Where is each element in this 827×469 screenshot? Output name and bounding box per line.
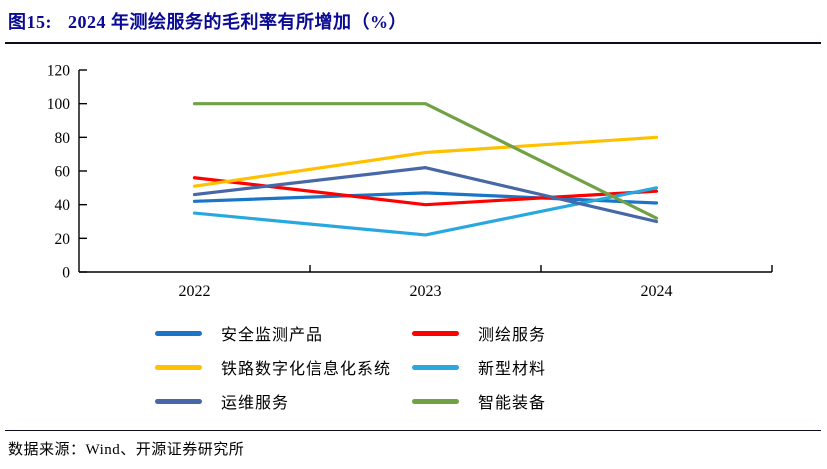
- y-tick-label: 120: [47, 63, 71, 80]
- y-tick-label: 0: [62, 265, 70, 282]
- legend-swatch: [412, 364, 459, 370]
- legend-label: 测绘服务: [478, 327, 547, 344]
- legend-item: 新型材料: [412, 350, 712, 384]
- figure-title: 图15: 2024 年测绘服务的毛利率有所增加（%）: [8, 8, 818, 34]
- series-line-2: [192, 135, 659, 188]
- source-text: Wind、开源证券研究所: [85, 442, 245, 458]
- y-tick-label: 20: [55, 231, 71, 248]
- source-divider: [5, 430, 821, 431]
- x-tick-label: 2022: [179, 283, 211, 300]
- legend-item: 铁路数字化信息化系统: [155, 350, 412, 384]
- legend-swatch: [412, 398, 459, 404]
- data-source: 数据来源：Wind、开源证券研究所: [8, 438, 244, 459]
- legend-swatch: [155, 364, 202, 370]
- legend-label: 智能装备: [478, 395, 547, 412]
- source-label: 数据来源：: [8, 442, 86, 458]
- title-divider: [5, 42, 821, 44]
- y-tick-label: 60: [55, 164, 71, 181]
- legend-swatch: [412, 330, 459, 336]
- legend-label: 新型材料: [478, 361, 547, 378]
- legend-item: 安全监测产品: [155, 316, 412, 350]
- legend-item: 运维服务: [155, 384, 412, 418]
- x-tick-label: 2023: [410, 283, 442, 300]
- series-line-5: [192, 102, 659, 220]
- legend-swatch: [155, 330, 202, 336]
- legend-label: 铁路数字化信息化系统: [221, 361, 392, 378]
- legend-item: 测绘服务: [412, 316, 712, 350]
- legend-label: 安全监测产品: [221, 327, 324, 344]
- x-tick-label: 2024: [641, 283, 673, 300]
- figure-number: 图15:: [8, 12, 52, 32]
- y-tick-label: 40: [55, 197, 71, 214]
- chart-legend: 安全监测产品 测绘服务铁路数字化信息化系统 新型材料运维服务 智能装备: [155, 316, 712, 418]
- legend-label: 运维服务: [221, 395, 290, 412]
- legend-swatch: [155, 398, 202, 404]
- series-line-0: [192, 191, 659, 205]
- series-line-4: [192, 166, 659, 224]
- y-tick-label: 100: [47, 96, 71, 113]
- figure-title-text: 2024 年测绘服务的毛利率有所增加（%）: [68, 12, 407, 32]
- legend-item: 智能装备: [412, 384, 712, 418]
- y-tick-label: 80: [55, 130, 71, 147]
